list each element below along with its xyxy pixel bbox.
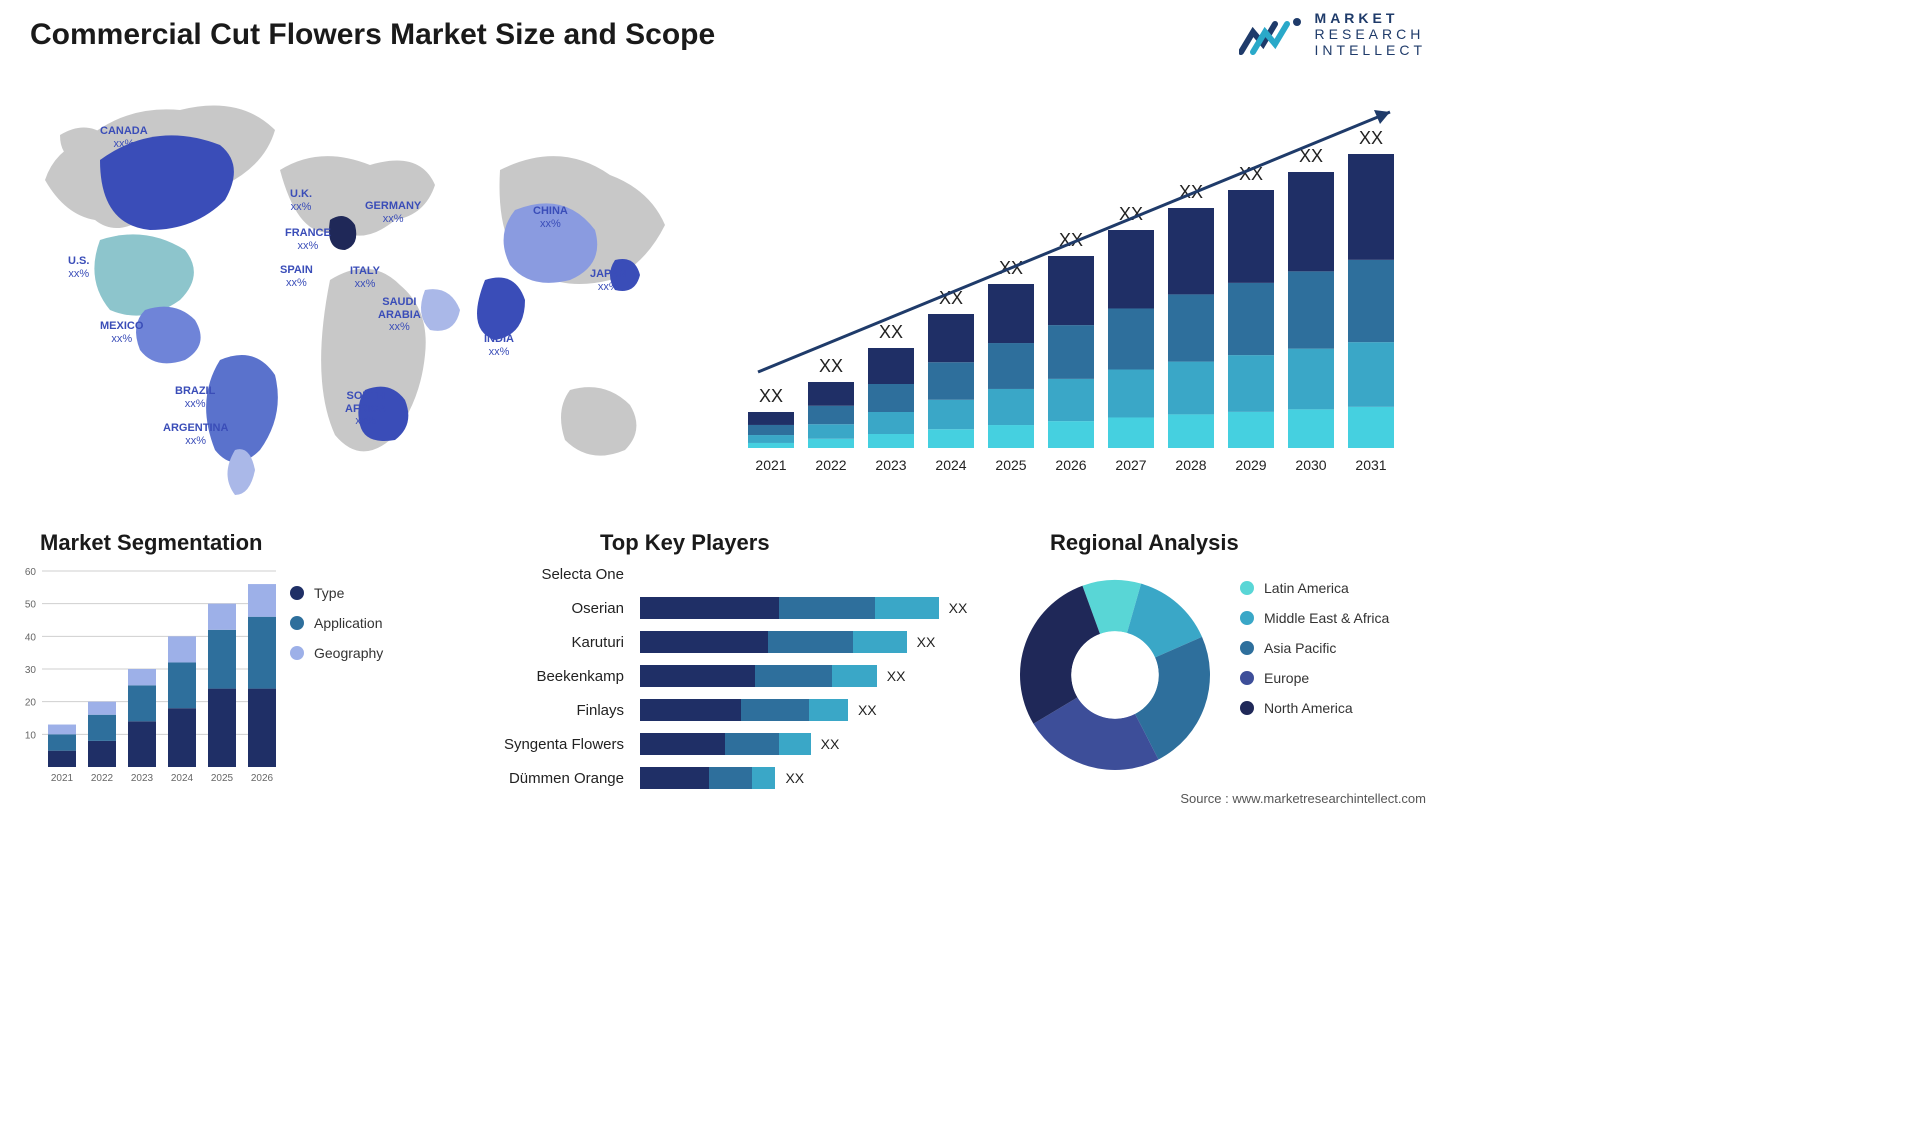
map-label-germany: GERMANYxx% (365, 200, 421, 225)
svg-text:2023: 2023 (131, 773, 154, 784)
svg-text:2029: 2029 (1235, 457, 1266, 473)
map-label-south-africa: SOUTHAFRICAxx% (345, 390, 387, 428)
svg-text:2021: 2021 (51, 773, 74, 784)
tkp-row-karuturi: KaruturiXX (480, 628, 990, 656)
svg-text:XX: XX (819, 356, 843, 376)
svg-text:2023: 2023 (875, 457, 906, 473)
svg-text:2031: 2031 (1355, 457, 1386, 473)
top-key-players-heading: Top Key Players (600, 530, 770, 556)
map-label-u-k-: U.K.xx% (290, 188, 312, 213)
svg-text:XX: XX (1359, 128, 1383, 148)
svg-text:20: 20 (25, 698, 37, 709)
map-label-brazil: BRAZILxx% (175, 385, 215, 410)
logo-l3: INTELLECT (1315, 42, 1426, 58)
svg-text:2027: 2027 (1115, 457, 1146, 473)
tkp-row-d-mmen-orange: Dümmen OrangeXX (480, 764, 990, 792)
svg-text:2030: 2030 (1295, 457, 1326, 473)
growth-chart: XX2021XX2022XX2023XX2024XX2025XX2026XX20… (740, 90, 1420, 490)
svg-text:50: 50 (25, 600, 37, 611)
tkp-row-oserian: OserianXX (480, 594, 990, 622)
svg-text:10: 10 (25, 730, 37, 741)
seg-legend-application: Application (290, 615, 383, 631)
tkp-row-beekenkamp: BeekenkampXX (480, 662, 990, 690)
reg-legend-middle-east-africa: Middle East & Africa (1240, 610, 1389, 626)
svg-text:2024: 2024 (171, 773, 194, 784)
seg-legend-type: Type (290, 585, 383, 601)
tkp-row-selecta-one: Selecta One (480, 560, 990, 588)
reg-legend-latin-america: Latin America (1240, 580, 1389, 596)
regional-donut (1010, 570, 1220, 780)
map-label-saudi-arabia: SAUDIARABIAxx% (378, 296, 421, 334)
svg-text:2021: 2021 (755, 457, 786, 473)
seg-legend-geography: Geography (290, 645, 383, 661)
top-key-players-chart: Selecta One OserianXX KaruturiXX Beekenkamp… (480, 560, 990, 800)
map-label-china: CHINAxx% (533, 205, 568, 230)
logo-text: MARKET RESEARCH INTELLECT (1315, 10, 1426, 58)
page-title: Commercial Cut Flowers Market Size and S… (30, 18, 715, 52)
svg-text:30: 30 (25, 665, 37, 676)
svg-text:40: 40 (25, 632, 37, 643)
brand-logo: MARKET RESEARCH INTELLECT (1239, 10, 1426, 58)
logo-l2: RESEARCH (1315, 26, 1426, 42)
svg-text:2028: 2028 (1175, 457, 1206, 473)
logo-icon (1239, 12, 1305, 56)
reg-legend-europe: Europe (1240, 670, 1389, 686)
segmentation-heading: Market Segmentation (40, 530, 263, 556)
source-line: Source : www.marketresearchintellect.com (1180, 791, 1426, 806)
regional-analysis-heading: Regional Analysis (1050, 530, 1239, 556)
segmentation-chart: 10 20 30 40 50 60 2021 2022 2023 2024 2025 2026 (10, 565, 280, 795)
reg-legend-north-america: North America (1240, 700, 1389, 716)
svg-text:2022: 2022 (815, 457, 846, 473)
map-label-spain: SPAINxx% (280, 264, 313, 289)
map-label-india: INDIAxx% (484, 333, 514, 358)
logo-l1: MARKET (1315, 10, 1426, 26)
svg-text:2026: 2026 (251, 773, 274, 784)
tkp-row-finlays: FinlaysXX (480, 696, 990, 724)
map-panel: CANADAxx% U.S.xx% MEXICOxx% BRAZILxx% ARGENT… (30, 80, 690, 500)
svg-text:XX: XX (879, 322, 903, 342)
svg-text:2022: 2022 (91, 773, 114, 784)
map-label-france: FRANCExx% (285, 227, 331, 252)
segmentation-legend: Type Application Geography (290, 585, 383, 661)
map-label-japan: JAPANxx% (590, 268, 626, 293)
regional-legend: Latin America Middle East & Africa Asia Pa… (1240, 580, 1389, 716)
map-label-argentina: ARGENTINAxx% (163, 422, 228, 447)
svg-text:60: 60 (25, 567, 37, 578)
map-label-u-s-: U.S.xx% (68, 255, 89, 280)
map-label-canada: CANADAxx% (100, 125, 148, 150)
reg-legend-asia-pacific: Asia Pacific (1240, 640, 1389, 656)
svg-text:XX: XX (759, 386, 783, 406)
svg-text:2025: 2025 (211, 773, 234, 784)
map-label-mexico: MEXICOxx% (100, 320, 143, 345)
tkp-row-syngenta-flowers: Syngenta FlowersXX (480, 730, 990, 758)
svg-text:2025: 2025 (995, 457, 1026, 473)
svg-text:2024: 2024 (935, 457, 966, 473)
svg-text:2026: 2026 (1055, 457, 1086, 473)
map-label-italy: ITALYxx% (350, 265, 380, 290)
